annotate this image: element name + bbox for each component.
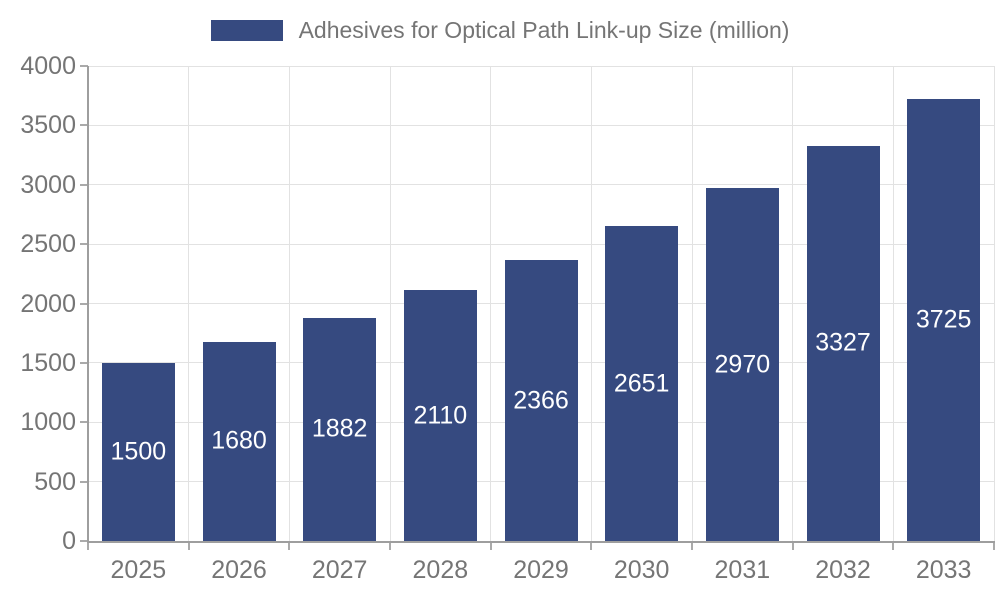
x-gridline xyxy=(188,66,190,541)
y-axis-line xyxy=(87,66,89,541)
y-axis-tick-label: 2500 xyxy=(20,230,76,259)
x-axis-tick xyxy=(691,541,693,550)
x-gridline xyxy=(993,66,995,541)
x-axis-tick-label: 2027 xyxy=(311,556,368,584)
bar-value-label: 3725 xyxy=(915,305,972,334)
bar-value-label: 2970 xyxy=(714,350,771,379)
bar-value-label: 1882 xyxy=(311,414,368,443)
y-gridline xyxy=(88,124,994,126)
y-axis-tick xyxy=(80,421,88,424)
bar: 1882 xyxy=(303,317,377,541)
x-axis-tick xyxy=(590,541,593,550)
y-gridline xyxy=(88,243,994,245)
x-axis-tick-label: 2029 xyxy=(513,556,569,584)
legend-label: Adhesives for Optical Path Link-up Size … xyxy=(298,17,790,43)
x-gridline xyxy=(590,66,592,541)
y-axis-tick-label: 0 xyxy=(62,527,76,555)
x-axis-tick xyxy=(791,541,794,550)
x-axis-tick-label: 2025 xyxy=(110,556,167,584)
bar-value-label: 2110 xyxy=(413,401,468,430)
bar: 2970 xyxy=(705,188,779,541)
x-axis-tick xyxy=(892,541,895,550)
y-axis-tick xyxy=(80,243,88,246)
y-axis-tick xyxy=(80,361,88,364)
y-gridline xyxy=(88,65,994,67)
bar-value-label: 1680 xyxy=(211,426,267,455)
bar-value-label: 2651 xyxy=(613,369,670,398)
x-axis-tick-label: 2026 xyxy=(211,556,267,584)
x-axis-tick-label: 2030 xyxy=(613,556,670,584)
y-axis-tick xyxy=(80,183,88,186)
y-axis-tick-label: 2000 xyxy=(20,289,76,318)
y-axis-tick xyxy=(80,65,88,67)
legend: Adhesives for Optical Path Link-up Size … xyxy=(0,17,1000,44)
x-axis-tick xyxy=(489,541,492,550)
x-axis-tick-label: 2033 xyxy=(915,556,972,584)
bar-value-label: 2366 xyxy=(513,386,569,414)
bar-value-label: 3327 xyxy=(815,328,871,357)
y-axis-tick-label: 3000 xyxy=(20,170,76,199)
y-axis-tick xyxy=(80,302,88,305)
y-axis-tick xyxy=(80,540,88,542)
x-axis-line xyxy=(87,541,995,543)
bar: 2110 xyxy=(403,290,477,541)
legend-item[interactable]: Adhesives for Optical Path Link-up Size … xyxy=(210,17,790,44)
x-axis-tick xyxy=(288,541,291,550)
x-axis-tick-label: 2028 xyxy=(412,556,469,584)
y-axis-tick-label: 4000 xyxy=(20,52,76,80)
legend-swatch-icon xyxy=(210,20,283,41)
y-axis-tick-label: 1000 xyxy=(20,408,76,437)
bar: 3725 xyxy=(907,98,981,541)
bar: 2651 xyxy=(605,226,679,541)
x-axis-tick-label: 2031 xyxy=(714,556,771,584)
x-axis-tick-label: 2032 xyxy=(815,556,871,584)
y-axis-tick xyxy=(80,124,88,127)
y-axis-tick-label: 500 xyxy=(34,467,76,496)
y-axis-tick xyxy=(80,480,88,483)
x-axis-tick xyxy=(187,541,190,550)
y-axis-tick-label: 1500 xyxy=(20,348,76,377)
x-gridline xyxy=(389,66,391,541)
x-gridline xyxy=(792,66,794,541)
bar: 2366 xyxy=(504,260,578,541)
x-axis-tick xyxy=(87,541,89,550)
bar: 1500 xyxy=(101,362,175,541)
x-gridline xyxy=(288,66,290,541)
y-axis-tick-label: 3500 xyxy=(20,111,76,140)
x-gridline xyxy=(490,66,492,541)
x-axis-tick xyxy=(389,541,391,550)
x-axis-tick xyxy=(993,541,995,550)
bar: 1680 xyxy=(202,341,276,541)
x-gridline xyxy=(892,66,894,541)
bar-value-label: 1500 xyxy=(110,437,167,466)
x-gridline xyxy=(691,66,693,541)
y-gridline xyxy=(88,184,994,186)
bar: 3327 xyxy=(806,145,880,541)
